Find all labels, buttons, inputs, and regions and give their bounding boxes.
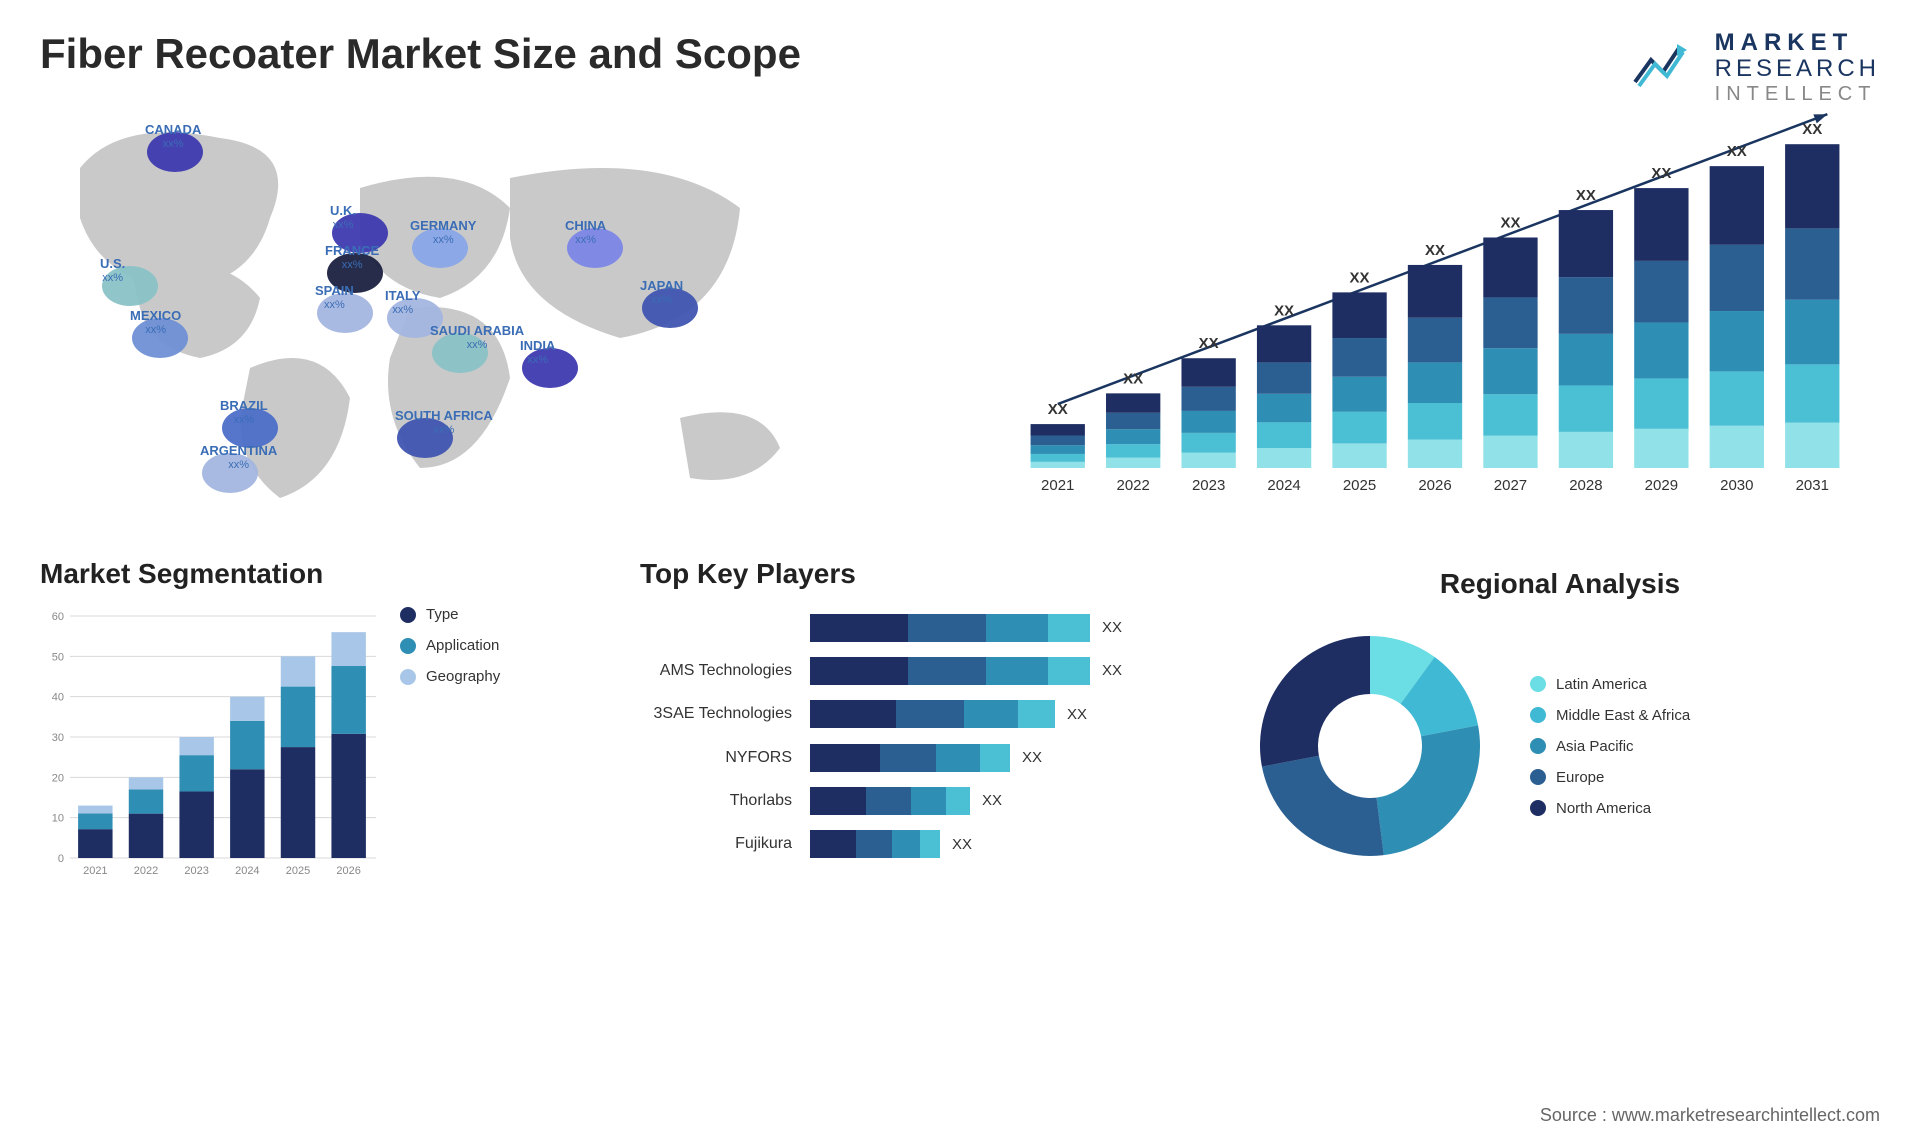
map-label-italy: ITALYxx% xyxy=(385,288,420,317)
svg-text:XX: XX xyxy=(1199,335,1219,352)
svg-text:2026: 2026 xyxy=(336,865,360,877)
player-bar-row: XX xyxy=(810,830,1130,858)
svg-text:XX: XX xyxy=(1048,401,1068,418)
regional-legend-middle-east-africa: Middle East & Africa xyxy=(1530,707,1690,724)
player-label: 3SAE Technologies xyxy=(640,694,800,734)
svg-text:XX: XX xyxy=(1727,143,1747,160)
players-bars: XX XX XX XX XX XX xyxy=(810,606,1130,866)
map-label-south-africa: SOUTH AFRICAxx% xyxy=(395,408,493,437)
regional-legend-europe: Europe xyxy=(1530,769,1690,786)
regional-panel: Regional Analysis Latin America Middle Ea… xyxy=(1240,558,1880,886)
svg-text:XX: XX xyxy=(1802,121,1822,138)
source-attribution: Source : www.marketresearchintellect.com xyxy=(1540,1105,1880,1126)
svg-text:2025: 2025 xyxy=(1343,477,1376,494)
map-label-china: CHINAxx% xyxy=(565,218,606,247)
players-labels: AMS Technologies3SAE TechnologiesNYFORST… xyxy=(640,606,800,866)
regional-legend-north-america: North America xyxy=(1530,800,1690,817)
svg-text:XX: XX xyxy=(1576,187,1596,204)
svg-text:2022: 2022 xyxy=(1116,477,1149,494)
svg-text:20: 20 xyxy=(52,772,64,784)
regional-title: Regional Analysis xyxy=(1240,568,1880,600)
svg-text:XX: XX xyxy=(1425,242,1445,259)
svg-text:XX: XX xyxy=(1350,269,1370,286)
player-label xyxy=(640,608,800,648)
player-bar-row: XX xyxy=(810,744,1130,772)
page-title: Fiber Recoater Market Size and Scope xyxy=(40,30,1880,78)
map-label-brazil: BRAZILxx% xyxy=(220,398,268,427)
svg-text:2028: 2028 xyxy=(1569,477,1602,494)
player-bar-row: XX xyxy=(810,657,1130,685)
seg-legend-geography: Geography xyxy=(400,668,500,685)
map-label-u-s-: U.S.xx% xyxy=(100,256,125,285)
map-label-u-k-: U.K.xx% xyxy=(330,203,356,232)
player-bar-row: XX xyxy=(810,700,1130,728)
player-bar-row: XX xyxy=(810,614,1130,642)
player-label: Thorlabs xyxy=(640,781,800,821)
regional-legend: Latin America Middle East & Africa Asia Pa… xyxy=(1530,676,1690,817)
map-label-japan: JAPANxx% xyxy=(640,278,683,307)
svg-text:2023: 2023 xyxy=(1192,477,1225,494)
svg-text:2022: 2022 xyxy=(134,865,158,877)
map-label-france: FRANCExx% xyxy=(325,243,379,272)
svg-text:10: 10 xyxy=(52,813,64,825)
svg-text:XX: XX xyxy=(1651,165,1671,182)
svg-text:50: 50 xyxy=(52,651,64,663)
segmentation-panel: Market Segmentation 0 10 20 30 40 50 60 2021 202… xyxy=(40,558,600,886)
growth-chart-svg: XX 2021 XX 2022 XX 2023 XX 2024 XX 2025 XX 2026 XX 20… xyxy=(1000,98,1860,518)
svg-text:2025: 2025 xyxy=(286,865,310,877)
map-label-argentina: ARGENTINAxx% xyxy=(200,443,277,472)
players-panel: Top Key Players AMS Technologies3SAE Tec… xyxy=(640,558,1200,886)
svg-text:2031: 2031 xyxy=(1796,477,1829,494)
svg-text:30: 30 xyxy=(52,732,64,744)
player-bar-row: XX xyxy=(810,787,1130,815)
svg-text:60: 60 xyxy=(52,611,64,623)
logo-line1: MARKET xyxy=(1715,30,1880,56)
seg-legend-type: Type xyxy=(400,606,500,623)
growth-chart: XX 2021 XX 2022 XX 2023 XX 2024 XX 2025 XX 2026 XX 20… xyxy=(1000,98,1880,518)
player-label: Fujikura xyxy=(640,824,800,864)
svg-text:XX: XX xyxy=(1500,214,1520,231)
logo-line2: RESEARCH xyxy=(1715,56,1880,82)
svg-text:2030: 2030 xyxy=(1720,477,1753,494)
players-title: Top Key Players xyxy=(640,558,1200,590)
world-map: CANADAxx% U.S.xx%MEXICOxx% BRAZILxx% ARGENT… xyxy=(40,98,960,518)
player-label: AMS Technologies xyxy=(640,651,800,691)
svg-text:2026: 2026 xyxy=(1418,477,1451,494)
seg-legend-application: Application xyxy=(400,637,500,654)
map-label-canada: CANADAxx% xyxy=(145,122,201,151)
svg-text:XX: XX xyxy=(1274,302,1294,319)
map-label-germany: GERMANYxx% xyxy=(410,218,476,247)
regional-legend-asia-pacific: Asia Pacific xyxy=(1530,738,1690,755)
segmentation-legend: Type Application Geography xyxy=(400,606,500,886)
logo-icon xyxy=(1633,42,1703,92)
map-label-mexico: MEXICOxx% xyxy=(130,308,181,337)
svg-text:2021: 2021 xyxy=(1041,477,1074,494)
svg-text:2023: 2023 xyxy=(184,865,208,877)
regional-legend-latin-america: Latin America xyxy=(1530,676,1690,693)
svg-text:2029: 2029 xyxy=(1645,477,1678,494)
player-label: NYFORS xyxy=(640,738,800,778)
map-label-saudi-arabia: SAUDI ARABIAxx% xyxy=(430,323,524,352)
svg-text:40: 40 xyxy=(52,692,64,704)
svg-text:2027: 2027 xyxy=(1494,477,1527,494)
map-label-india: INDIAxx% xyxy=(520,338,555,367)
svg-text:2021: 2021 xyxy=(83,865,107,877)
svg-text:2024: 2024 xyxy=(1267,477,1300,494)
map-label-spain: SPAINxx% xyxy=(315,283,354,312)
svg-text:2024: 2024 xyxy=(235,865,259,877)
svg-text:XX: XX xyxy=(1123,370,1143,387)
svg-text:0: 0 xyxy=(58,853,64,865)
regional-donut xyxy=(1240,616,1500,876)
brand-logo: MARKET RESEARCH INTELLECT xyxy=(1633,30,1880,105)
segmentation-title: Market Segmentation xyxy=(40,558,600,590)
segmentation-chart: 0 10 20 30 40 50 60 2021 2022 2023 2024 2025 2026 xyxy=(40,606,380,886)
